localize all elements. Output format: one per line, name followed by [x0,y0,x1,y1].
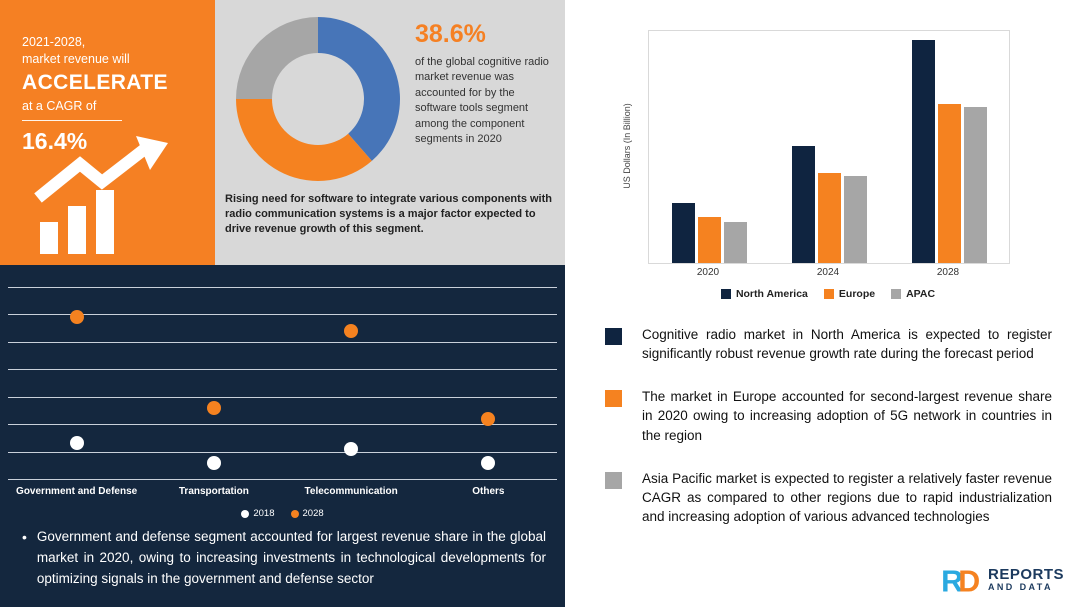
logo-wordmark: REPORTS AND DATA [987,565,1064,593]
gridline [8,287,557,288]
gov-defense-bullet: • Government and defense segment account… [22,527,546,590]
donut-chart [233,14,403,184]
logo-reports: REPORTS [987,565,1064,583]
dot-2018-1 [206,455,221,470]
category-label: Telecommunication [304,486,398,497]
legend-item-Europe: Europe [823,288,876,300]
legend-label: 2028 [302,508,324,519]
gridline [8,424,557,426]
stat-description: of the global cognitive radio market rev… [415,56,549,145]
bullet-square-marker [605,471,622,489]
dot-2028-0 [69,310,84,325]
legend-swatch [823,289,834,299]
segment-note: Rising need for software to integrate va… [225,193,552,235]
x-tick-label: 2028 [936,267,960,278]
donut-panel: 38.6% of the global cognitive radio mark… [215,0,565,265]
bar-Europe-2028 [937,104,961,263]
bar-APAC-2024 [843,175,867,263]
cagr-label: at a CAGR of [22,98,97,113]
dot-2028-2 [344,323,359,338]
category-label: Government and Defense [16,486,138,497]
donut-segment-1 [236,99,372,181]
region-bullet-2: Asia Pacific market is expected to regis… [605,469,1052,526]
gridline [8,479,557,480]
gridline [8,369,557,371]
cagr-value: 16.4% [22,127,88,154]
legend-label: APAC [906,288,936,300]
x-tick-label: 2024 [816,267,840,278]
bar-group-2028 [911,39,987,263]
bullet-square-marker [605,328,622,345]
dot-plot-legend: 2018 2028 [8,508,557,519]
growth-arrow-icon [34,136,168,254]
segment-dot-panel: Government and Defense Transportation Tele… [0,265,565,607]
legend-dot [290,509,299,518]
legend-dot [241,509,250,518]
dot-2028-3 [481,411,496,426]
bar-North America-2020 [671,203,695,263]
legend-label: North America [735,288,808,300]
category-label: Transportation [178,486,249,497]
bar-group-2020 [671,203,747,263]
bullet-text: Government and defense segment accounted… [36,529,546,586]
bar-APAC-2028 [963,106,987,263]
gridline [8,314,557,316]
bar-Europe-2024 [817,173,841,263]
legend-label: Europe [838,288,876,300]
bullet-marker: • [22,529,27,545]
legend-swatch [891,289,902,299]
reports-and-data-logo: R D REPORTS AND DATA [943,564,1064,596]
category-label: Others [472,486,505,497]
svg-text:R: R [943,564,963,596]
region-bullet-0: Cognitive radio market in North America … [605,325,1052,363]
cagr-years: 2021-2028, [22,35,86,49]
accelerate-heading: ACCELERATE [22,70,168,94]
cagr-panel: 2021-2028, market revenue will ACCELERAT… [0,0,215,265]
dot-2018-2 [344,441,359,456]
bar-Europe-2020 [697,217,721,263]
bullet-text: The market in Europe accounted for secon… [642,389,1052,443]
dot-plot-grid [8,287,557,480]
donut-segment-0 [318,17,400,161]
dot-2018-0 [69,436,84,451]
cagr-line: market revenue will [22,51,130,66]
bullet-text: Cognitive radio market in North America … [642,327,1052,362]
region-bullet-1: The market in Europe accounted for secon… [605,387,1052,444]
stat-block: 38.6% of the global cognitive radio mark… [415,20,553,147]
stat-percent: 38.6% [415,20,486,48]
logo-and-data: AND DATA [987,582,1053,593]
legend-item-2018: 2018 [241,508,275,519]
cagr-text-block: 2021-2028, market revenue will ACCELERAT… [0,0,215,155]
bar-APAC-2020 [723,221,747,263]
gridline [8,396,557,398]
bullet-text: Asia Pacific market is expected to regis… [642,470,1052,525]
region-bullet-list: Cognitive radio market in North America … [605,325,1052,526]
legend-item-North America: North America [720,288,808,300]
rd-monogram-icon: R D [943,564,980,596]
gridline [8,341,557,343]
gridline [8,451,557,453]
legend-item-2028: 2028 [290,508,324,519]
legend-item-APAC: APAC [891,288,935,300]
bullet-square-marker [605,390,622,408]
svg-text:D: D [958,564,980,596]
divider-line [22,119,122,121]
regional-panel: US Dollars (In Billion) 2020 2024 2028 Nor… [565,0,1080,607]
y-axis-label: US Dollars (In Billion) [622,103,632,189]
category-labels: Government and Defense Transportation Tele… [8,486,557,500]
donut-segment-2 [236,17,318,99]
bar-North America-2024 [791,145,815,263]
bar-North America-2028 [911,39,935,263]
bar-group-2024 [791,145,867,263]
legend-swatch [720,289,731,299]
legend-label: 2018 [253,508,275,519]
x-tick-label: 2020 [696,267,720,278]
dot-2018-3 [481,455,496,470]
bar-chart-legend: North America Europe APAC [648,288,1008,300]
dot-plot-chart: Government and Defense Transportation Tele… [8,287,557,527]
dot-2028-1 [206,400,221,415]
bar-plot-area [648,30,1010,264]
x-axis-labels: 2020 2024 2028 [648,267,1008,278]
